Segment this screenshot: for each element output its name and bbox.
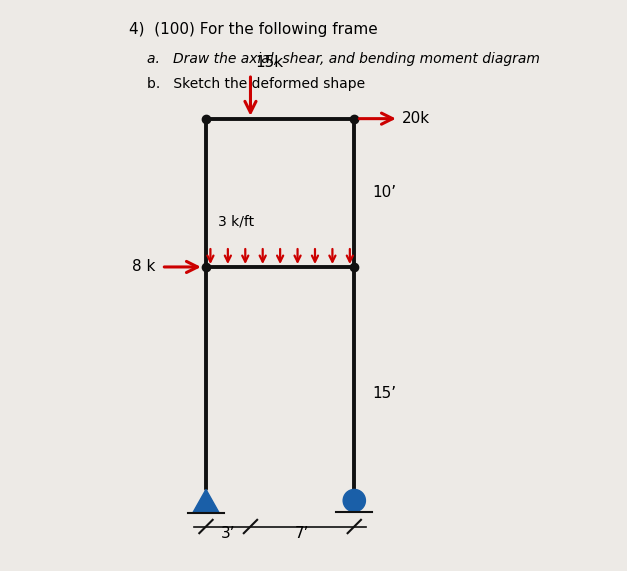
Text: 15k: 15k [255,55,283,70]
Text: b.   Sketch the deformed shape: b. Sketch the deformed shape [147,77,365,91]
Text: 8 k: 8 k [132,259,155,275]
Circle shape [343,489,366,512]
Text: 15’: 15’ [372,385,396,400]
Text: 3 k/ft: 3 k/ft [218,214,254,228]
Text: 3’: 3’ [221,526,236,541]
Text: a.   Draw the axial, shear, and bending moment diagram: a. Draw the axial, shear, and bending mo… [147,52,539,66]
Text: 20k: 20k [402,111,430,126]
Text: 4)  (100) For the following frame: 4) (100) For the following frame [129,22,377,37]
Text: 7’: 7’ [295,526,310,541]
Text: 10’: 10’ [372,186,396,200]
Polygon shape [192,489,219,513]
